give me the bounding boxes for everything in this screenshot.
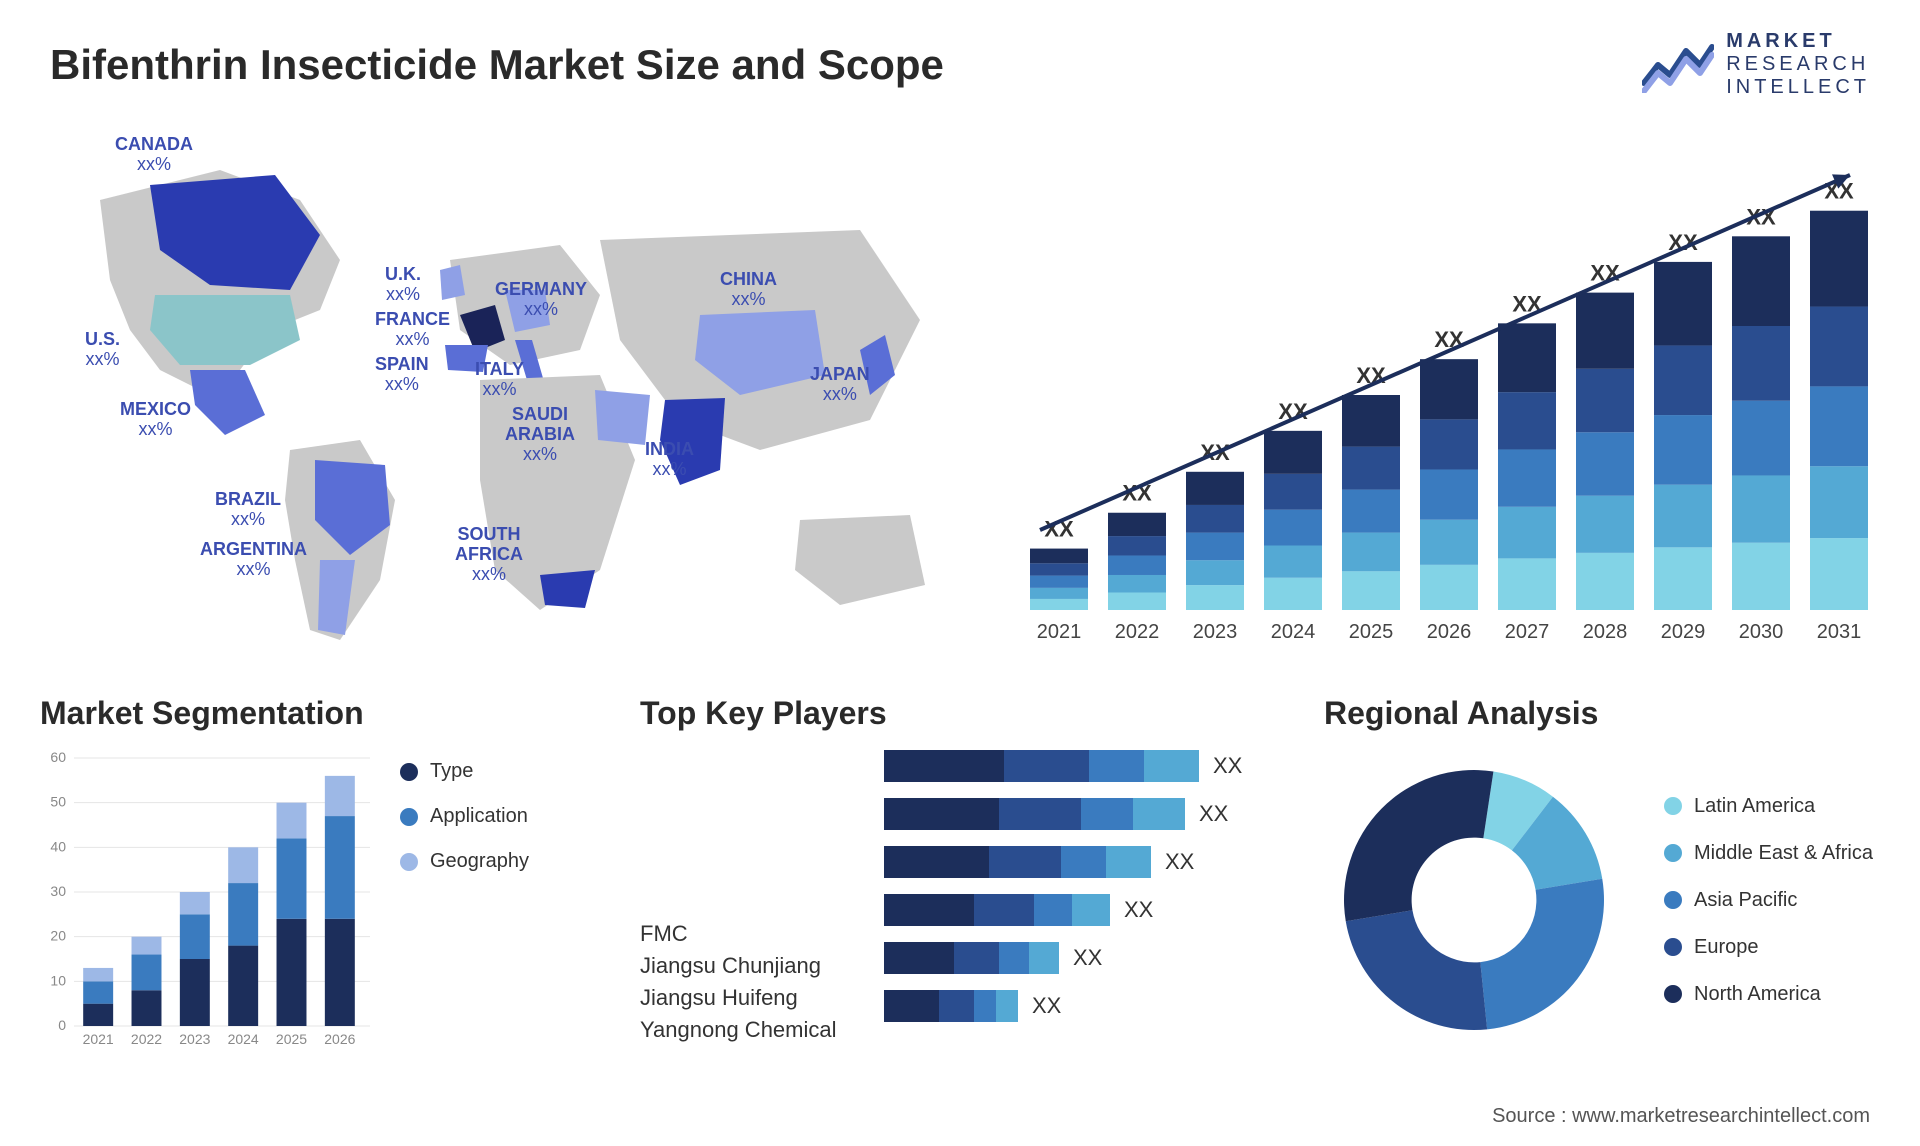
regional-section: Regional Analysis Latin America Middle Ea… (1324, 695, 1880, 1075)
player-label: Jiangsu Huifeng (640, 982, 860, 1014)
legend-dot (400, 808, 418, 826)
source-line: Source : www.marketresearchintellect.com (1492, 1105, 1870, 1128)
legend-label: Europe (1694, 936, 1759, 959)
legend-dot (1664, 891, 1682, 909)
regional-donut-chart (1324, 750, 1624, 1050)
svg-text:2028: 2028 (1583, 621, 1628, 643)
key-players-labels: FMCJiangsu ChunjiangJiangsu HuifengYangn… (640, 750, 860, 1050)
svg-text:2022: 2022 (1115, 621, 1160, 643)
svg-text:XX: XX (1434, 327, 1464, 352)
map-label: U.K.xx% (385, 265, 421, 305)
map-label: SOUTHAFRICAxx% (455, 525, 523, 584)
legend-item: Asia Pacific (1664, 889, 1873, 912)
svg-text:2027: 2027 (1505, 621, 1550, 643)
world-map: CANADAxx% U.S.xx%MEXICOxx% BRAZILxx% ARGENT… (40, 130, 980, 660)
legend-label: Application (430, 805, 528, 828)
player-label: Yangnong Chemical (640, 1014, 860, 1046)
svg-text:XX: XX (1032, 993, 1062, 1018)
legend-label: Middle East & Africa (1694, 842, 1873, 865)
map-label: CHINAxx% (720, 270, 777, 310)
svg-text:XX: XX (1199, 801, 1229, 826)
key-players-title: Top Key Players (640, 695, 1284, 732)
legend-item: Application (400, 805, 529, 828)
legend-label: Geography (430, 850, 529, 873)
regional-title: Regional Analysis (1324, 695, 1880, 732)
svg-text:2024: 2024 (228, 1031, 259, 1047)
map-label: GERMANYxx% (495, 280, 587, 320)
svg-text:2030: 2030 (1739, 621, 1784, 643)
map-label: U.S.xx% (85, 330, 120, 370)
growth-chart-svg: 2021XX2022XX2023XX2024XX2025XX2026XX2027… (1020, 150, 1880, 660)
legend-item: Europe (1664, 936, 1873, 959)
map-label: MEXICOxx% (120, 400, 191, 440)
svg-text:50: 50 (50, 794, 66, 810)
title-bar: Bifenthrin Insecticide Market Size and S… (50, 30, 1870, 99)
svg-text:2025: 2025 (276, 1031, 307, 1047)
map-label: SAUDIARABIAxx% (505, 405, 575, 464)
logo-line-1: MARKET (1726, 30, 1870, 53)
page-title: Bifenthrin Insecticide Market Size and S… (50, 41, 944, 89)
brand-logo-icon (1642, 37, 1714, 93)
legend-dot (1664, 844, 1682, 862)
svg-text:2029: 2029 (1661, 621, 1706, 643)
legend-item: Type (400, 760, 529, 783)
legend-item: Geography (400, 850, 529, 873)
brand-logo-text: MARKET RESEARCH INTELLECT (1726, 30, 1870, 99)
svg-text:10: 10 (50, 972, 66, 988)
svg-text:2021: 2021 (1037, 621, 1082, 643)
legend-dot (1664, 797, 1682, 815)
legend-dot (400, 853, 418, 871)
svg-text:2023: 2023 (1193, 621, 1238, 643)
svg-text:20: 20 (50, 928, 66, 944)
player-label: FMC (640, 918, 860, 950)
segmentation-title: Market Segmentation (40, 695, 600, 732)
svg-text:2023: 2023 (179, 1031, 210, 1047)
legend-label: North America (1694, 983, 1821, 1006)
svg-text:30: 30 (50, 883, 66, 899)
legend-item: North America (1664, 983, 1873, 1006)
logo-line-2: RESEARCH (1726, 53, 1870, 76)
svg-text:2025: 2025 (1349, 621, 1394, 643)
legend-label: Asia Pacific (1694, 889, 1797, 912)
segmentation-chart: 0 10 20 30 40 50 60 2021 2022 2023 2024 2025 2026 (40, 750, 370, 1050)
map-label: JAPANxx% (810, 365, 870, 405)
regional-legend: Latin America Middle East & Africa Asia Pa… (1664, 795, 1873, 1006)
growth-chart: 2021XX2022XX2023XX2024XX2025XX2026XX2027… (1020, 150, 1880, 660)
svg-text:XX: XX (1213, 753, 1243, 778)
key-players-section: Top Key Players FMCJiangsu ChunjiangJian… (640, 695, 1284, 1075)
player-label: Jiangsu Chunjiang (640, 950, 860, 982)
legend-item: Middle East & Africa (1664, 842, 1873, 865)
svg-text:2021: 2021 (83, 1031, 114, 1047)
svg-text:40: 40 (50, 838, 66, 854)
brand-logo: MARKET RESEARCH INTELLECT (1642, 30, 1870, 99)
svg-text:XX: XX (1124, 897, 1154, 922)
legend-label: Latin America (1694, 795, 1815, 818)
map-label: FRANCExx% (375, 310, 450, 350)
map-label: ARGENTINAxx% (200, 540, 307, 580)
svg-text:2031: 2031 (1817, 621, 1862, 643)
key-players-chart: XXXXXXXXXXXX (884, 750, 1284, 1050)
legend-dot (1664, 938, 1682, 956)
map-label: CANADAxx% (115, 135, 193, 175)
legend-item: Latin America (1664, 795, 1873, 818)
map-label: INDIAxx% (645, 440, 694, 480)
logo-line-3: INTELLECT (1726, 76, 1870, 99)
svg-text:2026: 2026 (324, 1031, 355, 1047)
svg-text:60: 60 (50, 750, 66, 765)
map-label: ITALYxx% (475, 360, 524, 400)
segmentation-legend: Type Application Geography (400, 750, 529, 873)
segmentation-section: Market Segmentation 0 10 20 30 40 50 60 2021 202… (40, 695, 600, 1075)
svg-text:2026: 2026 (1427, 621, 1472, 643)
legend-dot (1664, 985, 1682, 1003)
svg-text:2024: 2024 (1271, 621, 1316, 643)
svg-text:2022: 2022 (131, 1031, 162, 1047)
legend-dot (400, 763, 418, 781)
legend-label: Type (430, 760, 473, 783)
map-label: SPAINxx% (375, 355, 429, 395)
map-label: BRAZILxx% (215, 490, 281, 530)
svg-text:XX: XX (1165, 849, 1195, 874)
lower-row: Market Segmentation 0 10 20 30 40 50 60 2021 202… (40, 695, 1880, 1075)
svg-text:0: 0 (58, 1017, 66, 1033)
svg-text:XX: XX (1073, 945, 1103, 970)
